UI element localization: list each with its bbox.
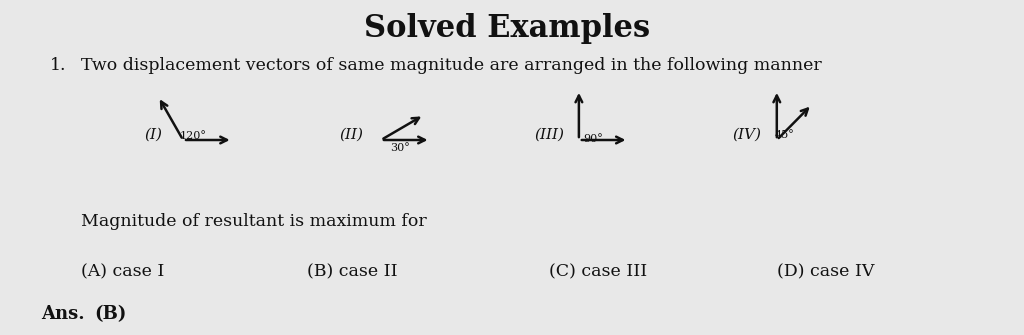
Text: (B): (B)	[94, 305, 126, 323]
Text: (III): (III)	[535, 128, 564, 142]
Text: 1.: 1.	[49, 57, 66, 74]
Text: Ans.: Ans.	[42, 305, 85, 323]
Text: Solved Examples: Solved Examples	[364, 13, 649, 44]
Text: (A) case I: (A) case I	[81, 263, 165, 280]
Text: Magnitude of resultant is maximum for: Magnitude of resultant is maximum for	[81, 213, 427, 230]
Text: (II): (II)	[339, 128, 364, 142]
Text: 30°: 30°	[390, 143, 410, 153]
Text: (IV): (IV)	[732, 128, 762, 142]
Text: 45°: 45°	[774, 130, 795, 139]
Text: 90°: 90°	[583, 134, 603, 144]
Text: 120°: 120°	[179, 131, 207, 141]
Text: Two displacement vectors of same magnitude are arranged in the following manner: Two displacement vectors of same magnitu…	[81, 57, 822, 74]
Text: (D) case IV: (D) case IV	[777, 263, 874, 280]
Text: (B) case II: (B) case II	[307, 263, 397, 280]
Text: (C) case III: (C) case III	[549, 263, 647, 280]
Text: (I): (I)	[144, 128, 163, 142]
